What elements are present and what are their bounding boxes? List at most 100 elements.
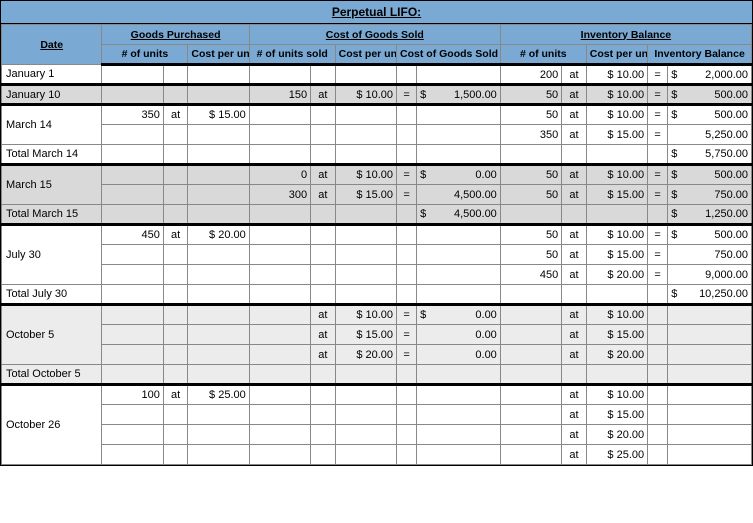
header-columns: # of units Cost per unit # of units sold… (2, 45, 752, 65)
cell-ib-units: 50 (500, 165, 561, 185)
cell-ib-bal: $1,250.00 (668, 205, 752, 225)
cell-at: at (562, 425, 587, 445)
hdr-ib-bal: Inventory Balance (648, 45, 752, 65)
cell-at: at (311, 165, 336, 185)
cell-at: at (311, 345, 336, 365)
hdr-cogs-amt: Cost of Goods Sold (397, 45, 501, 65)
cell-date: Total October 5 (2, 365, 102, 385)
cell-at: at (163, 105, 188, 125)
row-oct26-l3: at $ 20.00 (2, 425, 752, 445)
cell-at: at (562, 85, 587, 105)
cell-at: at (562, 345, 587, 365)
cell-ib-units: 50 (500, 185, 561, 205)
cell-eq: = (397, 185, 417, 205)
cell-ib-cpu: $ 10.00 (586, 105, 647, 125)
row-total-jul30: Total July 30 $10,250.00 (2, 285, 752, 305)
cell-eq: = (397, 325, 417, 345)
cell-ib-cpu: $ 10.00 (586, 385, 647, 405)
row-total-mar15: Total March 15 $4,500.00 $1,250.00 (2, 205, 752, 225)
cell-cogs-amt: $1,500.00 (417, 85, 501, 105)
row-oct26-l4: at $ 25.00 (2, 445, 752, 465)
cell-ib-cpu: $ 10.00 (586, 225, 647, 245)
cell-date: October 5 (2, 305, 102, 365)
cell-cogs-amt: $0.00 (417, 305, 501, 325)
cell-gp-cpu: $ 25.00 (188, 385, 249, 405)
hdr-gp-units: # of units (102, 45, 188, 65)
cell-ib-cpu: $ 25.00 (586, 445, 647, 465)
cell-cogs-amt: $4,500.00 (417, 205, 501, 225)
cell-at: at (562, 245, 587, 265)
cell-ib-cpu: $ 15.00 (586, 325, 647, 345)
header-sections: Date Goods Purchased Cost of Goods Sold … (2, 25, 752, 45)
row-total-oct5: Total October 5 (2, 365, 752, 385)
cell-ib-bal: 9,000.00 (668, 265, 752, 285)
cell-cogs-amt: 0.00 (417, 325, 501, 345)
cell-at: at (562, 125, 587, 145)
row-mar15-l1: March 15 0 at $ 10.00 = $0.00 50 at $ 10… (2, 165, 752, 185)
cell-ib-cpu: $ 20.00 (586, 425, 647, 445)
hdr-ib-units: # of units (500, 45, 586, 65)
cell-ib-units: 50 (500, 225, 561, 245)
cell-ib-cpu: $ 15.00 (586, 245, 647, 265)
row-jul30-l3: 450 at $ 20.00 = 9,000.00 (2, 265, 752, 285)
table-title: Perpetual LIFO: (1, 1, 752, 24)
cell-ib-units: 200 (500, 65, 561, 85)
cell-at: at (562, 165, 587, 185)
hdr-gp-cpu: Cost per unit (188, 45, 249, 65)
cell-date: January 10 (2, 85, 102, 105)
row-jan1: January 1 200 at $ 10.00 = $2,000.00 (2, 65, 752, 85)
cell-gp-cpu: $ 20.00 (188, 225, 249, 245)
cell-eq: = (648, 125, 668, 145)
inventory-table: Date Goods Purchased Cost of Goods Sold … (1, 24, 752, 465)
cell-date: Total March 15 (2, 205, 102, 225)
cell-cogs-amt: $0.00 (417, 165, 501, 185)
cell-gp-units: 350 (102, 105, 163, 125)
cell-eq: = (648, 245, 668, 265)
cell-ib-cpu: $ 15.00 (586, 185, 647, 205)
cell-at: at (562, 225, 587, 245)
hdr-date: Date (2, 25, 102, 65)
cell-at: at (562, 305, 587, 325)
cell-ib-bal: $5,750.00 (668, 145, 752, 165)
row-jul30-l1: July 30 450 at $ 20.00 50 at $ 10.00 = $… (2, 225, 752, 245)
hdr-cogs-cpu: Cost per unit (335, 45, 396, 65)
cell-eq: = (648, 165, 668, 185)
cell-eq: = (648, 85, 668, 105)
cell-ib-bal: $500.00 (668, 85, 752, 105)
cell-ib-bal: $10,250.00 (668, 285, 752, 305)
cell-ib-units: 50 (500, 245, 561, 265)
cell-cogs-cpu: $ 20.00 (335, 345, 396, 365)
cell-ib-bal: 5,250.00 (668, 125, 752, 145)
cell-eq: = (648, 185, 668, 205)
row-mar14-l2: 350 at $ 15.00 = 5,250.00 (2, 125, 752, 145)
cell-ib-units: 50 (500, 105, 561, 125)
row-mar15-l2: 300 at $ 15.00 = 4,500.00 50 at $ 15.00 … (2, 185, 752, 205)
row-mar14-l1: March 14 350 at $ 15.00 50 at $ 10.00 = … (2, 105, 752, 125)
cell-gp-units: 450 (102, 225, 163, 245)
cell-at: at (562, 405, 587, 425)
cell-at: at (311, 325, 336, 345)
cell-date: March 15 (2, 165, 102, 205)
cell-date: Total July 30 (2, 285, 102, 305)
cell-ib-units: 350 (500, 125, 561, 145)
cell-at: at (311, 305, 336, 325)
cell-at: at (311, 85, 336, 105)
row-oct26-l1: October 26 100 at $ 25.00 at $ 10.00 (2, 385, 752, 405)
cell-date: October 26 (2, 385, 102, 465)
cell-ib-cpu: $ 15.00 (586, 405, 647, 425)
cell-ib-bal: $500.00 (668, 165, 752, 185)
cell-ib-bal: $500.00 (668, 225, 752, 245)
cell-ib-bal: $2,000.00 (668, 65, 752, 85)
cell-at: at (163, 385, 188, 405)
cell-ib-units: 450 (500, 265, 561, 285)
cell-eq: = (648, 105, 668, 125)
cell-eq: = (397, 165, 417, 185)
cell-eq: = (648, 225, 668, 245)
cell-date: Total March 14 (2, 145, 102, 165)
cell-eq: = (648, 265, 668, 285)
cell-at: at (562, 105, 587, 125)
cell-cogs-cpu: $ 10.00 (335, 305, 396, 325)
cell-cogs-cpu: $ 10.00 (335, 165, 396, 185)
cell-date: March 14 (2, 105, 102, 145)
cell-cogs-amt: 4,500.00 (417, 185, 501, 205)
